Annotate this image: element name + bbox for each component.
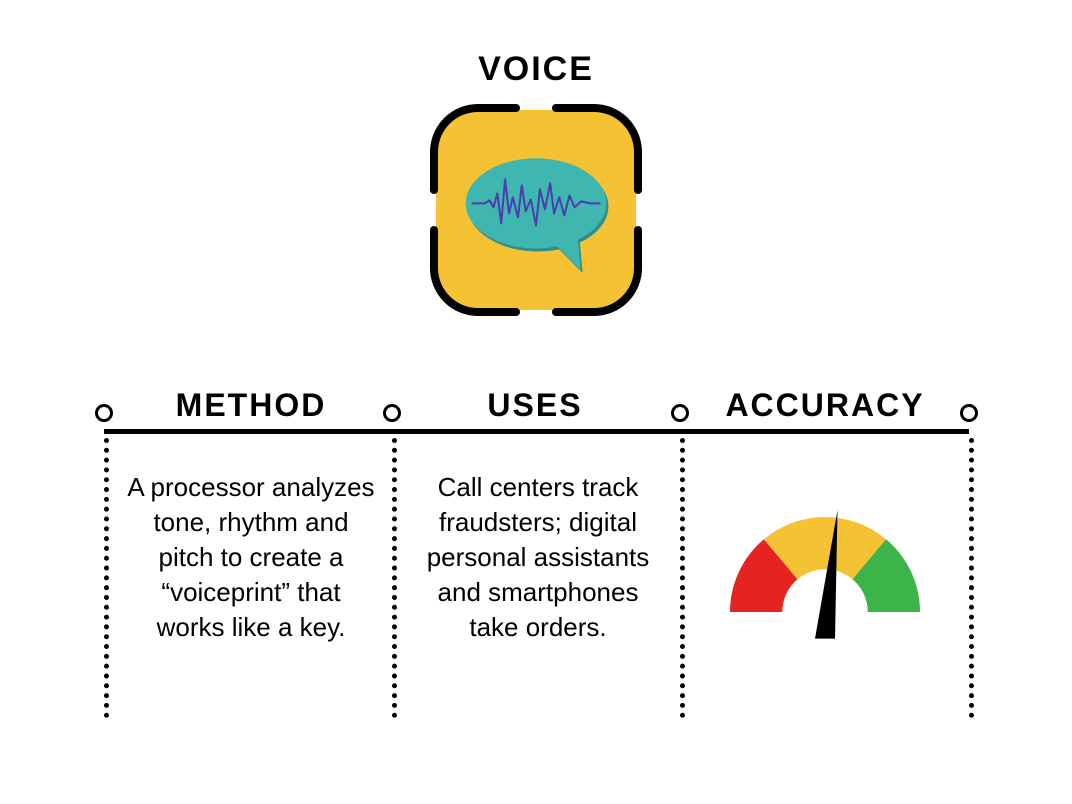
divider-dots-1 bbox=[392, 438, 397, 718]
section-header-method: METHOD bbox=[116, 387, 386, 424]
infographic-canvas: VOICE METHOD USES ACCURACY A processor a… bbox=[0, 0, 1072, 804]
accuracy-gauge-svg bbox=[725, 504, 925, 672]
accuracy-gauge bbox=[725, 504, 925, 672]
voice-icon-svg bbox=[426, 100, 646, 320]
divider-dots-2 bbox=[680, 438, 685, 718]
divider-node-0 bbox=[95, 404, 113, 422]
divider-line bbox=[104, 429, 969, 434]
divider-node-2 bbox=[671, 404, 689, 422]
divider-dots-3 bbox=[969, 438, 974, 718]
section-body-method: A processor analyzes tone, rhythm and pi… bbox=[125, 470, 377, 645]
section-header-uses: USES bbox=[400, 387, 670, 424]
divider-node-3 bbox=[960, 404, 978, 422]
divider-dots-0 bbox=[104, 438, 109, 718]
divider-node-1 bbox=[383, 404, 401, 422]
section-body-uses: Call centers track fraudsters; digital p… bbox=[412, 470, 664, 645]
voice-icon bbox=[426, 100, 646, 320]
main-title: VOICE bbox=[0, 50, 1072, 89]
section-header-accuracy: ACCURACY bbox=[690, 387, 960, 424]
